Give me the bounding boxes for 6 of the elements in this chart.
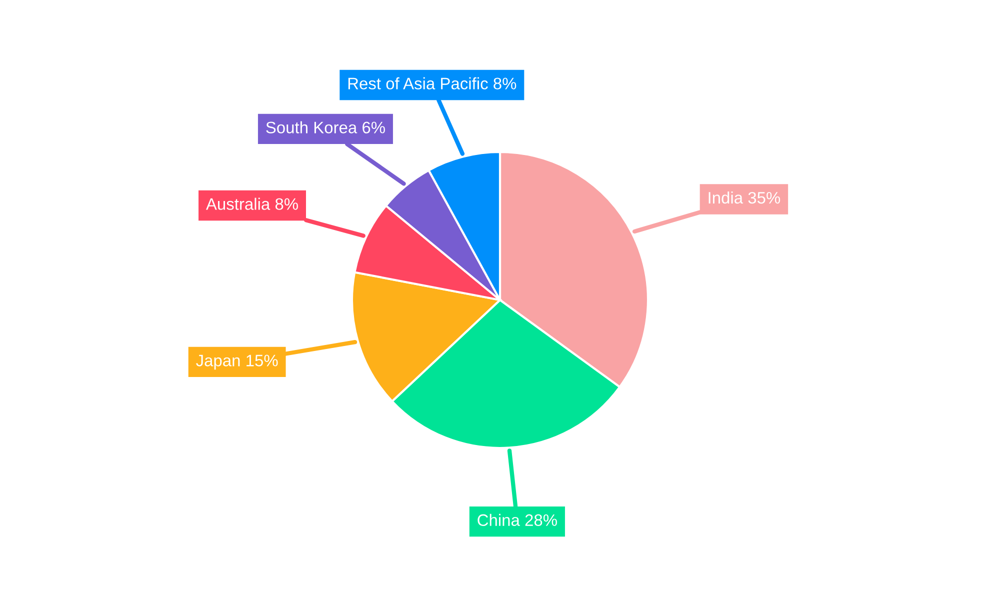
slice-label: Rest of Asia Pacific 8% — [348, 77, 516, 90]
slice-label: Australia 8% — [206, 198, 298, 210]
slice-label: China 28% — [478, 514, 557, 526]
slice-label: India 35% — [708, 192, 780, 204]
slice-label: South Korea 6% — [266, 121, 385, 134]
slice-label: Japan 15% — [196, 354, 278, 370]
